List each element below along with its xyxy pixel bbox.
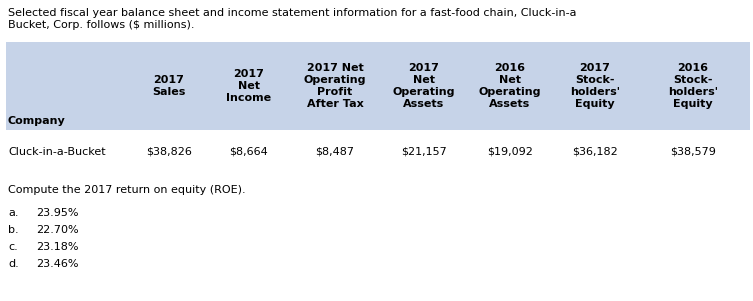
Text: 2017
Net
Income: 2017 Net Income [227,69,272,103]
Text: $36,182: $36,182 [572,147,618,157]
Text: Selected fiscal year balance sheet and income statement information for a fast-f: Selected fiscal year balance sheet and i… [8,8,577,18]
Text: 2017
Net
Operating
Assets: 2017 Net Operating Assets [393,63,456,109]
Text: 2016
Stock-
holders'
Equity: 2016 Stock- holders' Equity [668,63,718,109]
Bar [6,42,750,130]
Text: $19,092: $19,092 [487,147,533,157]
Text: 2017 Net
Operating
Profit
After Tax: 2017 Net Operating Profit After Tax [303,63,366,109]
Text: d.: d. [8,259,19,269]
Text: 23.46%: 23.46% [36,259,78,269]
Text: $8,487: $8,487 [316,147,355,157]
Text: Company: Company [8,116,66,126]
Text: 23.18%: 23.18% [36,242,78,252]
Text: b.: b. [8,225,19,235]
Text: a.: a. [8,208,19,218]
Text: Bucket, Corp. follows ($ millions).: Bucket, Corp. follows ($ millions). [8,20,194,30]
Text: $21,157: $21,157 [401,147,447,157]
Text: 22.70%: 22.70% [36,225,78,235]
Text: Compute the 2017 return on equity (ROE).: Compute the 2017 return on equity (ROE). [8,185,245,195]
Text: 2016
Net
Operating
Assets: 2016 Net Operating Assets [479,63,541,109]
Text: 2017
Sales: 2017 Sales [152,75,186,97]
Text: $8,664: $8,664 [230,147,268,157]
Text: $38,579: $38,579 [670,147,716,157]
Text: c.: c. [8,242,18,252]
Text: 23.95%: 23.95% [36,208,78,218]
Text: 2017
Stock-
holders'
Equity: 2017 Stock- holders' Equity [570,63,620,109]
Text: Cluck-in-a-Bucket: Cluck-in-a-Bucket [8,147,105,157]
Text: $38,826: $38,826 [146,147,192,157]
